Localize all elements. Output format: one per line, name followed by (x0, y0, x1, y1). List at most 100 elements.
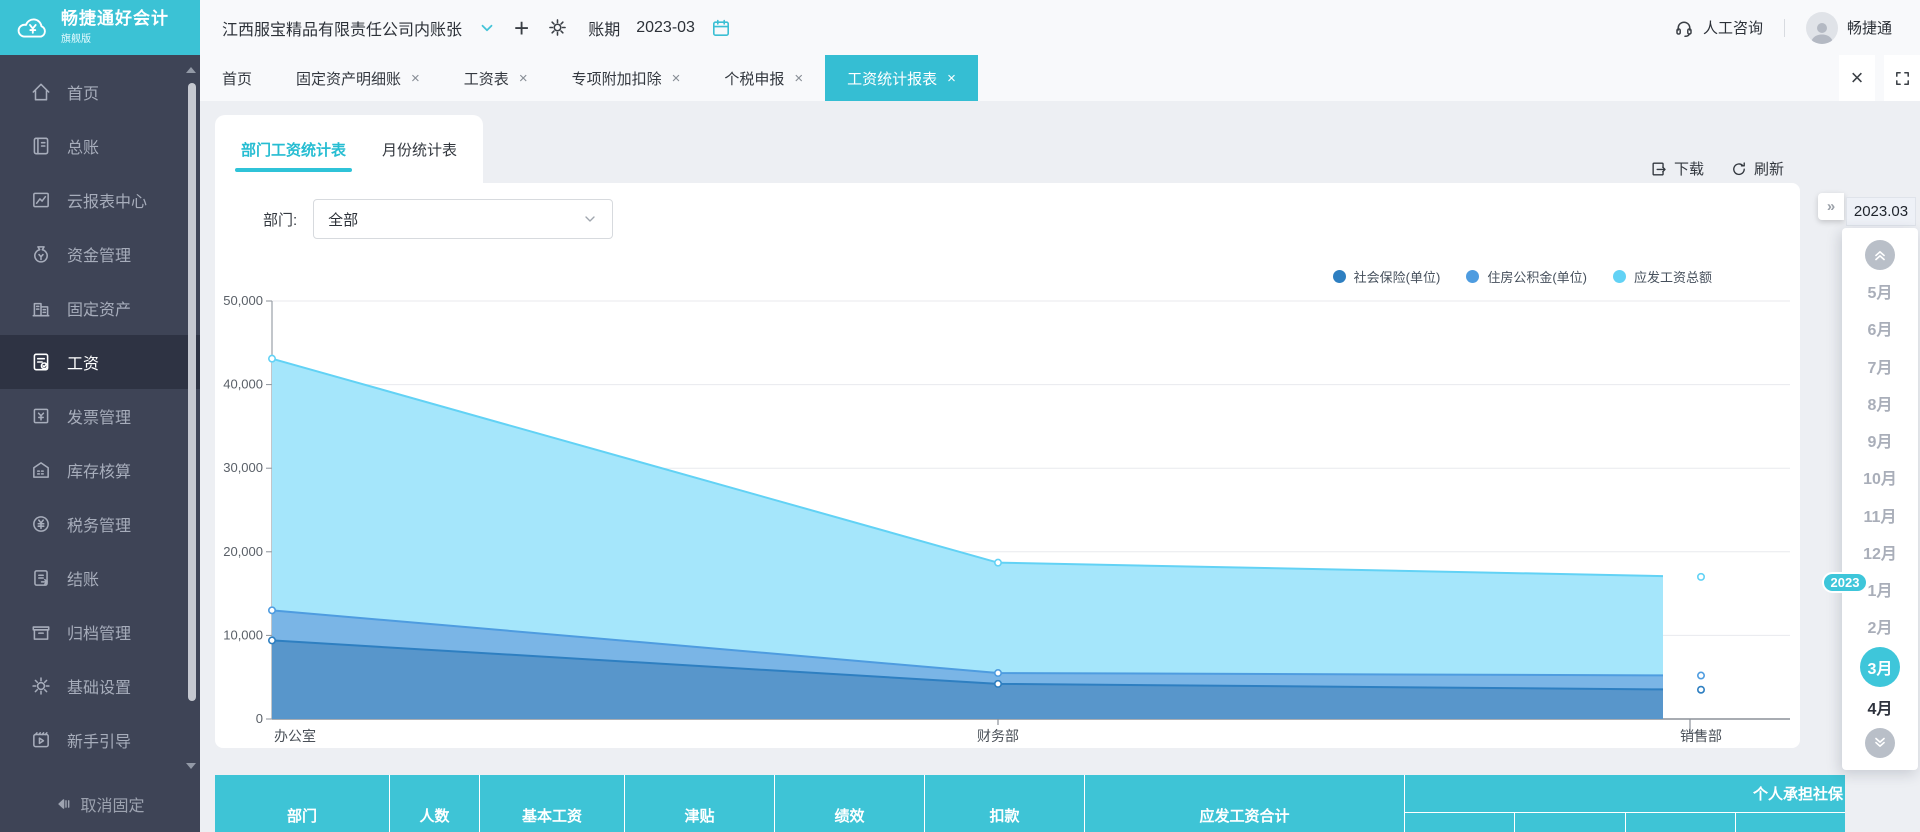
months-scroll-down-button[interactable] (1865, 728, 1895, 758)
refresh-button[interactable]: 刷新 (1730, 158, 1784, 179)
table-group-subcells (1405, 813, 1845, 832)
month-item[interactable]: 2月 (1867, 620, 1893, 638)
tab-label: 工资统计报表 (847, 70, 938, 88)
month-item[interactable]: 11月 (1863, 508, 1897, 526)
sidebar-item-label: 结账 (67, 572, 100, 589)
settings-gear-icon[interactable] (547, 17, 568, 38)
fixed-assets-icon (30, 297, 52, 319)
legend-label: 应发工资总额 (1633, 270, 1712, 285)
select-chevron-down-icon (582, 211, 598, 227)
company-name[interactable]: 江西服宝精品有限责任公司内账张 (222, 21, 463, 39)
subtab-label: 部门工资统计表 (240, 141, 346, 159)
divider (1783, 18, 1785, 37)
month-item[interactable]: 9月 (1867, 434, 1893, 452)
sidebar-item-archive[interactable]: 归档管理 (0, 605, 200, 659)
sidebar-item-tax[interactable]: 税务管理 (0, 497, 200, 551)
sidebar-scrollbar[interactable] (188, 83, 196, 701)
month-item[interactable]: 3月 (1860, 646, 1900, 687)
month-item[interactable]: 6月 (1867, 322, 1893, 340)
settings-icon (30, 675, 52, 697)
period-value[interactable]: 2023-03 (636, 18, 695, 36)
legend-dot-icon (1332, 270, 1346, 283)
tab[interactable]: 工资表 × (442, 55, 550, 101)
sidebar-item-label: 基础设置 (67, 680, 132, 697)
sidebar-item-closing[interactable]: 结账 (0, 551, 200, 605)
tab[interactable]: 固定资产明细账 × (274, 55, 442, 101)
svg-text:10,000: 10,000 (223, 627, 263, 642)
tab[interactable]: 工资统计报表 × (825, 55, 978, 101)
calendar-icon[interactable] (711, 18, 731, 38)
summary-table-header: 部门 人数 基本工资 津贴 绩效 扣款 应发工资合计 个人承担社保 (215, 775, 1845, 832)
sidebar-item-cloud-report[interactable]: 云报表中心 (0, 173, 200, 227)
sidebar-item-guide[interactable]: 新手引导 (0, 713, 200, 767)
tab-close-icon[interactable]: × (947, 69, 956, 87)
sidebar-item-funds[interactable]: 资金管理 (0, 227, 200, 281)
table-col-header: 应发工资合计 (1085, 775, 1405, 832)
tab-close-icon[interactable]: × (671, 69, 681, 87)
months-scroll-up-button[interactable] (1865, 240, 1895, 270)
legend-item[interactable]: 应发工资总额 (1612, 267, 1712, 286)
salary-chart: 0 10,000 20,000 30,000 40,000 50,000 办公室 财务部 销售部 (223, 293, 1790, 744)
legend-dot-icon (1466, 270, 1480, 283)
month-item[interactable]: 8月 (1867, 396, 1893, 414)
close-tab-button[interactable]: × (1839, 55, 1875, 101)
sidebar-item-label: 总账 (67, 140, 100, 157)
company-chevron-down-icon[interactable] (478, 19, 496, 37)
department-select[interactable]: 全部 (313, 199, 614, 239)
unpin-icon (55, 795, 73, 813)
subtab-label: 月份统计表 (381, 141, 457, 159)
sidebar-item-settings[interactable]: 基础设置 (0, 659, 200, 713)
table-group-header: 个人承担社保 (1405, 775, 1845, 832)
sidebar-item-salary[interactable]: 工资 (0, 335, 200, 389)
fullscreen-button[interactable] (1884, 55, 1920, 101)
chart-legend: 社会保险(单位) 住房公积金(单位) 应发工资总额 (1332, 267, 1712, 286)
closing-icon (30, 567, 52, 589)
subtab[interactable]: 部门工资统计表 (234, 115, 352, 183)
brand-edition: 旗舰版 (61, 34, 91, 45)
tab-close-icon[interactable]: × (411, 69, 420, 87)
sidebar-item-label: 固定资产 (67, 302, 132, 319)
sidebar-scroll-down-icon[interactable] (186, 763, 196, 769)
sidebar-item-fixed-assets[interactable]: 固定资产 (0, 281, 200, 335)
svg-text:40,000: 40,000 (223, 377, 263, 392)
app-logo[interactable]: 畅捷通好会计 旗舰版 (0, 0, 200, 55)
month-item[interactable]: 12月 (1863, 545, 1897, 563)
download-button[interactable]: 下载 (1650, 158, 1704, 179)
sidebar-item-ledger[interactable]: 总账 (0, 119, 200, 173)
sidebar-item-label: 资金管理 (67, 248, 132, 265)
month-selector-panel: 5月 6月 7月 8月 9月 10月 11月 12月 1月 2月 3月 4月 2023 (1822, 228, 1918, 770)
report-toolbar: 下载 刷新 (1650, 158, 1784, 179)
help-link[interactable]: 人工咨询 (1702, 20, 1763, 37)
refresh-icon (1730, 160, 1748, 178)
month-item[interactable]: 4月 (1867, 700, 1893, 718)
month-item[interactable]: 5月 (1867, 285, 1893, 302)
collapse-month-panel-button[interactable]: » (1818, 193, 1844, 220)
legend-item[interactable]: 社会保险(单位) (1332, 267, 1441, 286)
sidebar-item-label: 归档管理 (67, 626, 132, 643)
month-item[interactable]: 1月 (1867, 583, 1893, 601)
subtab[interactable]: 月份统计表 (376, 115, 463, 183)
tabbar: 首页 固定资产明细账 × 工资表 × 专项附加扣除 × 个税申报 × 工资统计报表 × × (200, 55, 1920, 101)
user-name[interactable]: 畅捷通 (1846, 20, 1892, 37)
sidebar-item-inventory[interactable]: 库存核算 (0, 443, 200, 497)
sidebar-scroll-up-icon[interactable] (186, 67, 196, 73)
table-col-header: 人数 (390, 775, 480, 832)
unpin-sidebar-button[interactable]: 取消固定 (0, 792, 200, 816)
month-item[interactable]: 10月 (1863, 471, 1897, 489)
legend-label: 社会保险(单位) (1353, 270, 1441, 285)
table-col-header: 基本工资 (480, 775, 625, 832)
sidebar-item-invoice[interactable]: 发票管理 (0, 389, 200, 443)
add-account-button[interactable]: + (514, 12, 530, 43)
tab-close-icon[interactable]: × (518, 69, 528, 87)
legend-item[interactable]: 住房公积金(单位) (1466, 267, 1587, 286)
tab[interactable]: 首页 (200, 55, 274, 101)
sidebar-item-home[interactable]: 首页 (0, 65, 200, 119)
table-col-header: 部门 (215, 775, 390, 832)
legend-label: 住房公积金(单位) (1487, 270, 1587, 285)
avatar[interactable] (1805, 11, 1838, 44)
month-item[interactable]: 7月 (1867, 359, 1893, 377)
tab[interactable]: 个税申报 × (702, 55, 825, 101)
main-content: 部门工资统计表 月份统计表 下载 刷新 部门: 全部 (200, 101, 1920, 832)
tab-close-icon[interactable]: × (794, 69, 804, 87)
tab[interactable]: 专项附加扣除 × (550, 55, 703, 101)
